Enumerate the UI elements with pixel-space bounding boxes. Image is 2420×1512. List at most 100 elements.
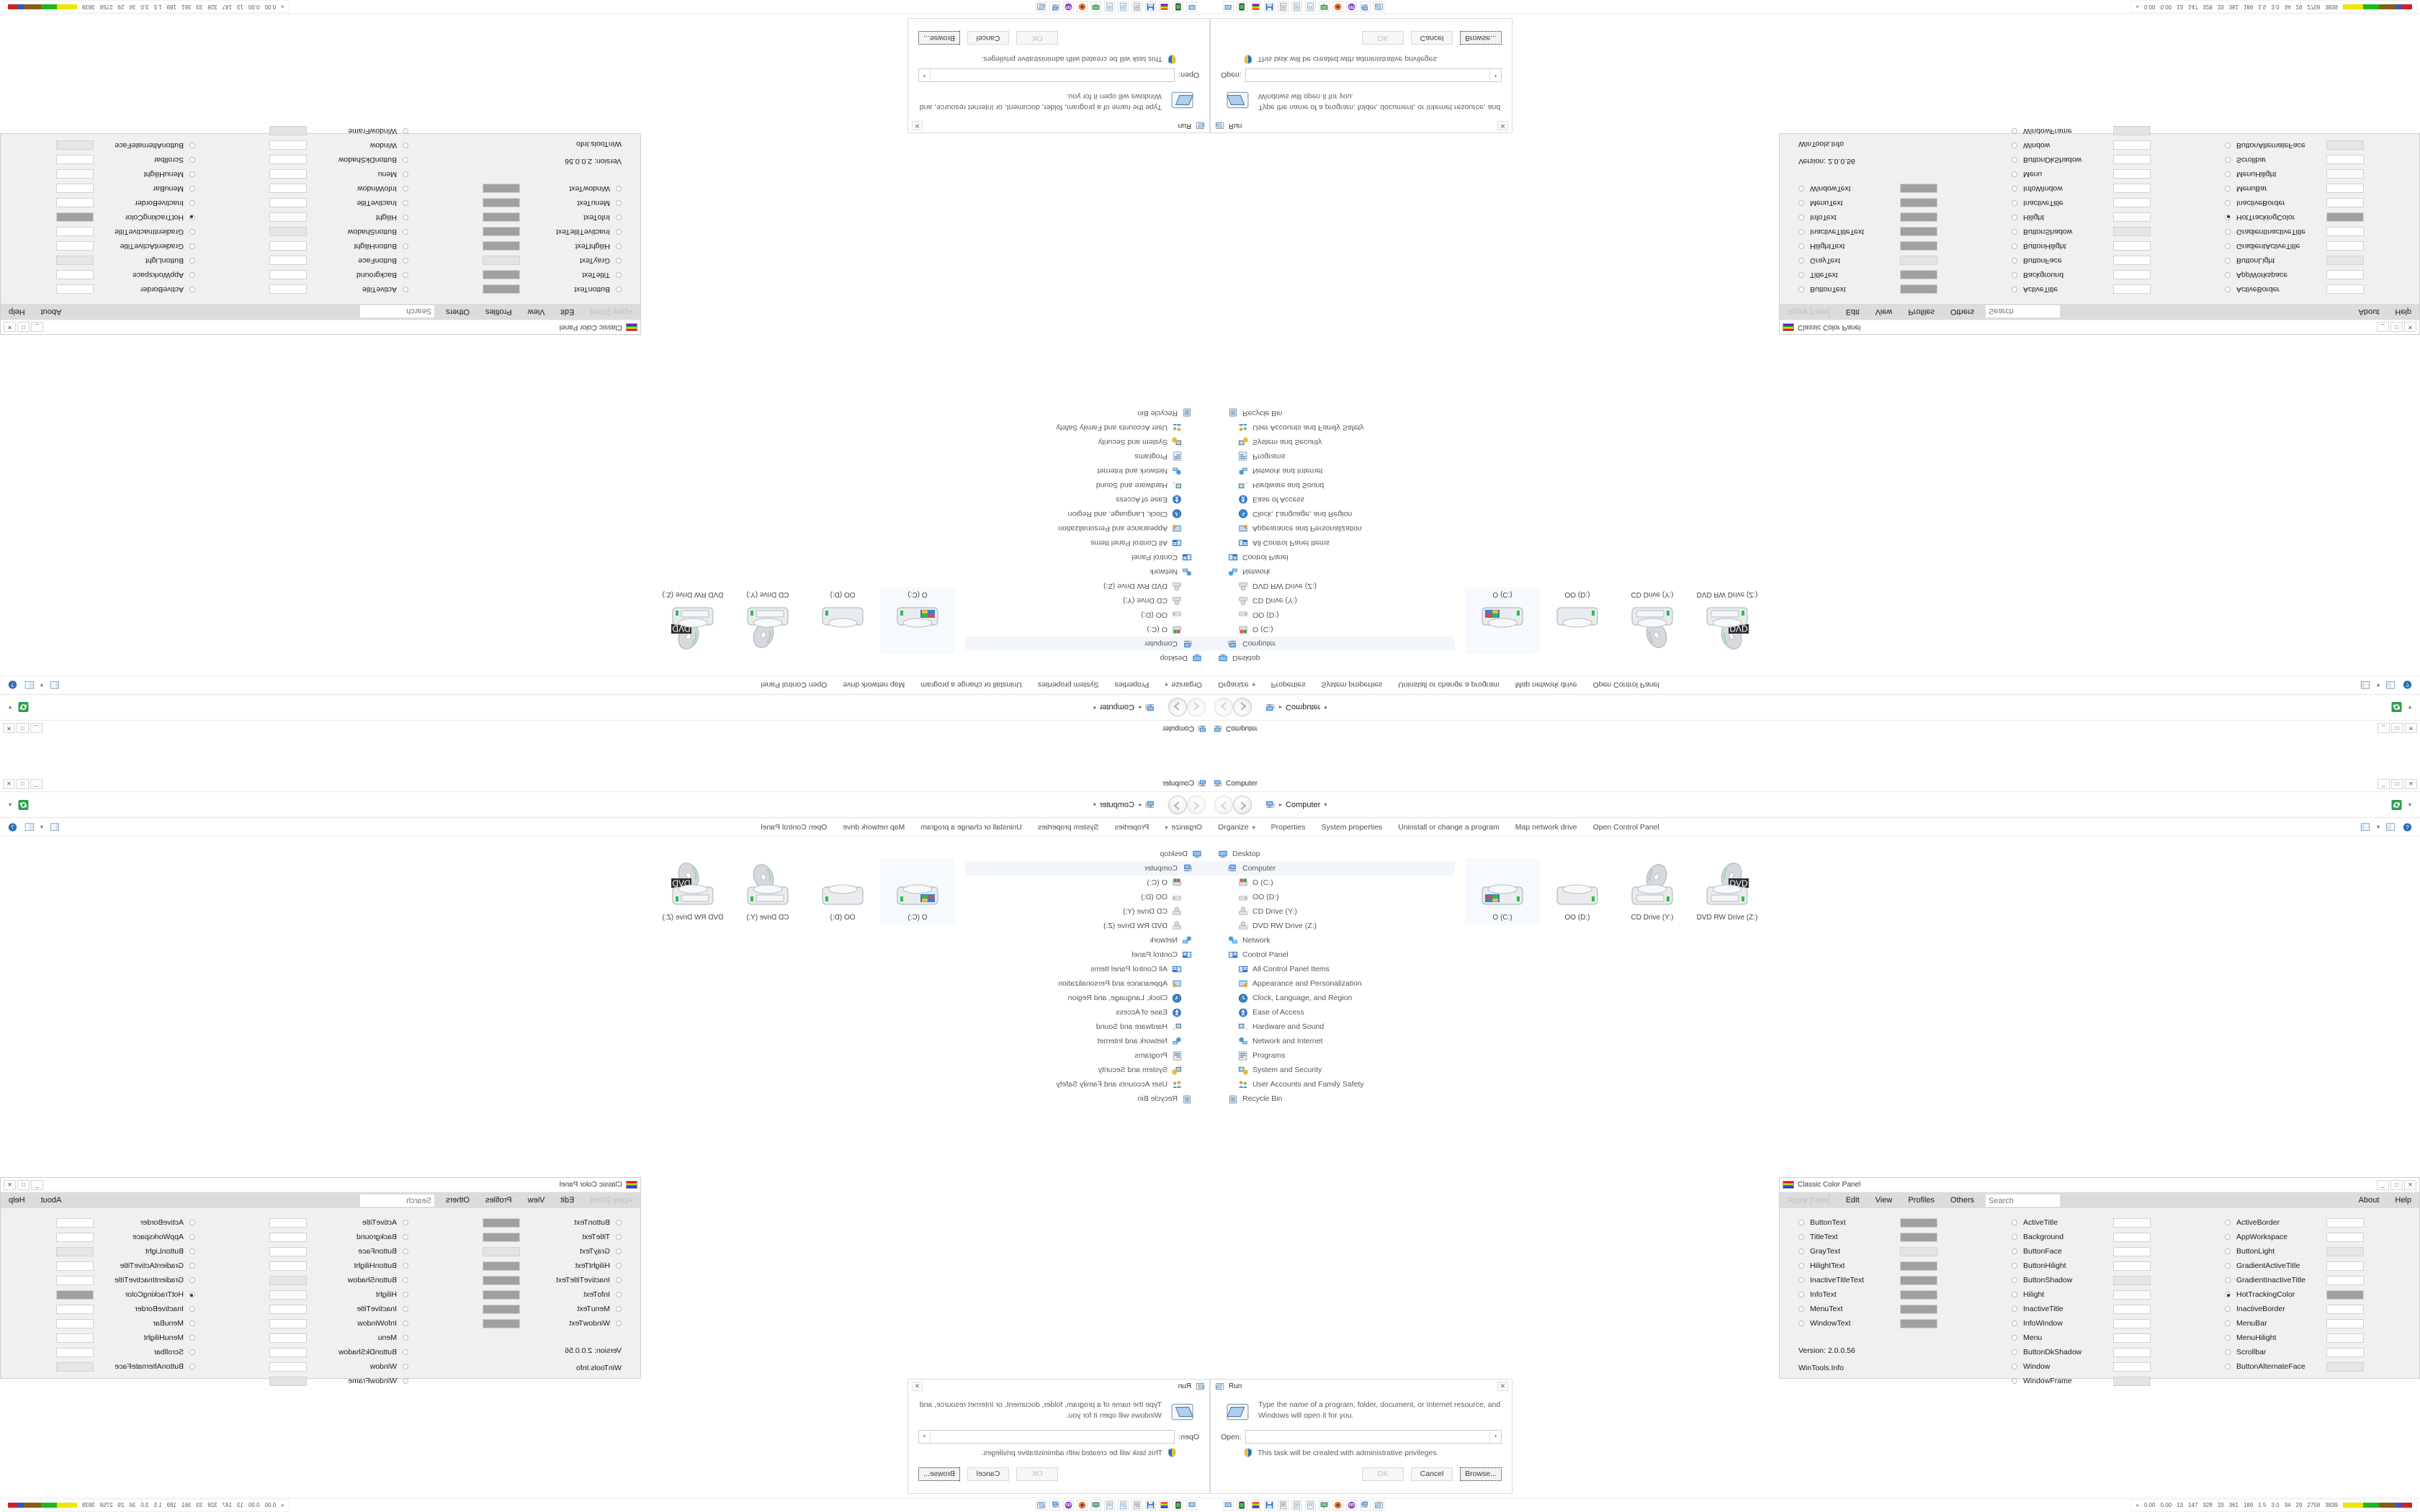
ccp-color-swatch[interactable] (2326, 227, 2364, 237)
ccp-color-row[interactable]: MenuHilight (2206, 1331, 2419, 1345)
ccp-color-row[interactable]: ButtonAlternateFace (2206, 138, 2419, 153)
maximize-button[interactable]: □ (2390, 322, 2403, 333)
ccp-radio-menutext[interactable] (616, 1306, 622, 1312)
ccp-radio-inactivetitletext[interactable] (616, 1277, 622, 1283)
toolbar-open-control-panel-button[interactable]: Open Control Panel (761, 822, 828, 832)
chevron-down-icon[interactable]: ▾ (1489, 69, 1501, 81)
ccp-color-row[interactable]: InactiveTitleText (1780, 225, 1993, 239)
tree-item-control-panel[interactable]: Control Panel (965, 948, 1210, 962)
preview-pane-icon[interactable] (2385, 822, 2396, 832)
ccp-radio-infotext[interactable] (1798, 215, 1804, 220)
monitor-icon[interactable] (1319, 1500, 1330, 1511)
breadcrumb-computer[interactable]: Computer (1286, 703, 1321, 712)
ccp-radio-activeborder[interactable] (2225, 1220, 2231, 1225)
ccp-color-row[interactable]: InactiveTitle (1993, 196, 2206, 210)
tree-item-system-and-security[interactable]: System and Security (1210, 435, 1455, 449)
ccp-color-row[interactable]: ActiveBorder (2206, 282, 2419, 297)
minimize-button[interactable]: _ (2378, 778, 2390, 789)
ccp-color-row[interactable]: Scrollbar (1, 153, 214, 167)
ccp-color-row[interactable]: ButtonText (1780, 1215, 1993, 1230)
tree-item-ease-of-access[interactable]: Ease of Access (1210, 492, 1455, 507)
run-titlebar[interactable]: Run ✕ (908, 120, 1209, 132)
menu-edit[interactable]: Edit (1845, 1196, 1860, 1205)
ccp-radio-menuhilight[interactable] (189, 1335, 195, 1341)
tree-item-o-c[interactable]: O (C:) (1210, 876, 1455, 890)
ccp-radio-appworkspace[interactable] (189, 1234, 195, 1240)
help-icon[interactable]: ? (2402, 822, 2413, 832)
ccp-color-row[interactable]: InfoText (427, 1287, 640, 1302)
firefox-icon[interactable] (1077, 1500, 1088, 1511)
ccp-color-swatch[interactable] (269, 1290, 307, 1300)
tree-item-computer[interactable]: Computer (965, 636, 1210, 651)
close-button[interactable]: ✕ (4, 1179, 16, 1190)
menu-view[interactable]: View (1875, 1196, 1893, 1205)
breadcrumb-computer[interactable]: Computer (1099, 703, 1134, 712)
ccp-color-row[interactable]: MenuHilight (1, 1331, 214, 1345)
menu-edit[interactable]: Edit (1845, 307, 1860, 316)
ccp-color-swatch[interactable] (1900, 256, 1937, 266)
ccp-color-swatch[interactable] (1900, 1218, 1937, 1228)
forward-button[interactable] (1168, 795, 1187, 814)
ccp-radio-windowframe[interactable] (403, 128, 408, 134)
ccp-titlebar[interactable]: Classic Color Panel _ □ ✕ (1780, 1178, 2419, 1192)
ccp-color-swatch[interactable] (2113, 1333, 2151, 1343)
view-layout-icon[interactable] (2360, 680, 2371, 690)
ccp-radio-buttondkshadow[interactable] (2012, 157, 2017, 163)
ccp-color-swatch[interactable] (269, 1376, 307, 1386)
ccp-color-swatch[interactable] (269, 256, 307, 266)
ccp-radio-hilighttext[interactable] (616, 1263, 622, 1269)
ccp-color-swatch[interactable] (56, 1318, 94, 1328)
ccp-radio-window[interactable] (403, 143, 408, 148)
ccp-radio-menuhilight[interactable] (2225, 171, 2231, 177)
maximize-button[interactable]: □ (17, 723, 29, 734)
ccp-radio-menubar[interactable] (189, 1320, 195, 1326)
maximize-button[interactable]: □ (17, 322, 30, 333)
ccp-color-row[interactable]: ButtonText (427, 1215, 640, 1230)
ccp-radio-buttondkshadow[interactable] (2012, 1349, 2017, 1355)
ccp-color-row[interactable]: Background (214, 268, 427, 282)
ccp-brand[interactable]: WinTools.Info (575, 140, 622, 148)
menu-help[interactable]: Help (9, 1196, 25, 1205)
tree-item-o-c[interactable]: O (C:) (965, 876, 1210, 890)
ccp-color-row[interactable]: InfoText (1780, 1287, 1993, 1302)
ccp-radio-activetitle[interactable] (2012, 1220, 2017, 1225)
ccp-color-swatch[interactable] (56, 1246, 94, 1256)
back-button[interactable] (1214, 698, 1233, 717)
tree-item-cd-drive-y[interactable]: CD Drive (Y:) (965, 904, 1210, 919)
ccp-color-row[interactable]: ButtonFace (1993, 1244, 2206, 1259)
tree-item-network[interactable]: Network (965, 933, 1210, 948)
cancel-button[interactable]: Cancel (1411, 31, 1453, 45)
ccp-color-row[interactable]: Window (1993, 138, 2206, 153)
close-icon[interactable]: ✕ (1497, 121, 1508, 131)
ccp-radio-window[interactable] (403, 1364, 408, 1369)
close-button[interactable]: ✕ (2404, 1179, 2416, 1190)
ccp-color-swatch[interactable] (56, 1261, 94, 1271)
tree-item-ease-of-access[interactable]: Ease of Access (965, 1005, 1210, 1020)
menu-help[interactable]: Help (2395, 1196, 2411, 1205)
minimize-button[interactable]: _ (30, 778, 42, 789)
ccp-color-swatch[interactable] (2113, 1261, 2151, 1271)
tray-expand-icon[interactable]: « (281, 1502, 284, 1508)
close-button[interactable]: ✕ (3, 778, 15, 789)
tree-item-o-c[interactable]: O (C:) (965, 622, 1210, 636)
preview-pane-icon[interactable] (2385, 680, 2396, 690)
battery-icon[interactable] (1237, 1, 1247, 12)
ccp-titlebar[interactable]: Classic Color Panel _ □ ✕ (1780, 320, 2419, 334)
tree-item-all-control-panel-items[interactable]: All Control Panel Items (1210, 962, 1455, 976)
tree-item-cd-drive-y[interactable]: CD Drive (Y:) (1210, 904, 1455, 919)
drive-tile[interactable]: DVD DVD RW Drive (Z:) (1690, 858, 1765, 924)
ccp-color-row[interactable]: ButtonDkShadow (1993, 153, 2206, 167)
ccp-color-row[interactable]: TitleText (427, 268, 640, 282)
toolbar-system-properties-button[interactable]: System properties (1037, 680, 1099, 690)
ccp-color-row[interactable]: Background (214, 1230, 427, 1244)
ccp-color-swatch[interactable] (2113, 1218, 2151, 1228)
chevron-down-icon[interactable]: ▾ (2376, 682, 2380, 688)
search-input[interactable] (1985, 305, 2061, 319)
tree-item-system-and-security[interactable]: System and Security (965, 435, 1210, 449)
refresh-icon[interactable] (17, 799, 30, 811)
ccp-color-row[interactable]: ActiveBorder (2206, 1215, 2419, 1230)
ccp-color-swatch[interactable] (2113, 1318, 2151, 1328)
ccp-color-swatch[interactable] (269, 140, 307, 150)
toolbar-organize-button[interactable]: Organize▾ (1210, 823, 1263, 832)
document-icon[interactable] (1131, 1, 1142, 12)
